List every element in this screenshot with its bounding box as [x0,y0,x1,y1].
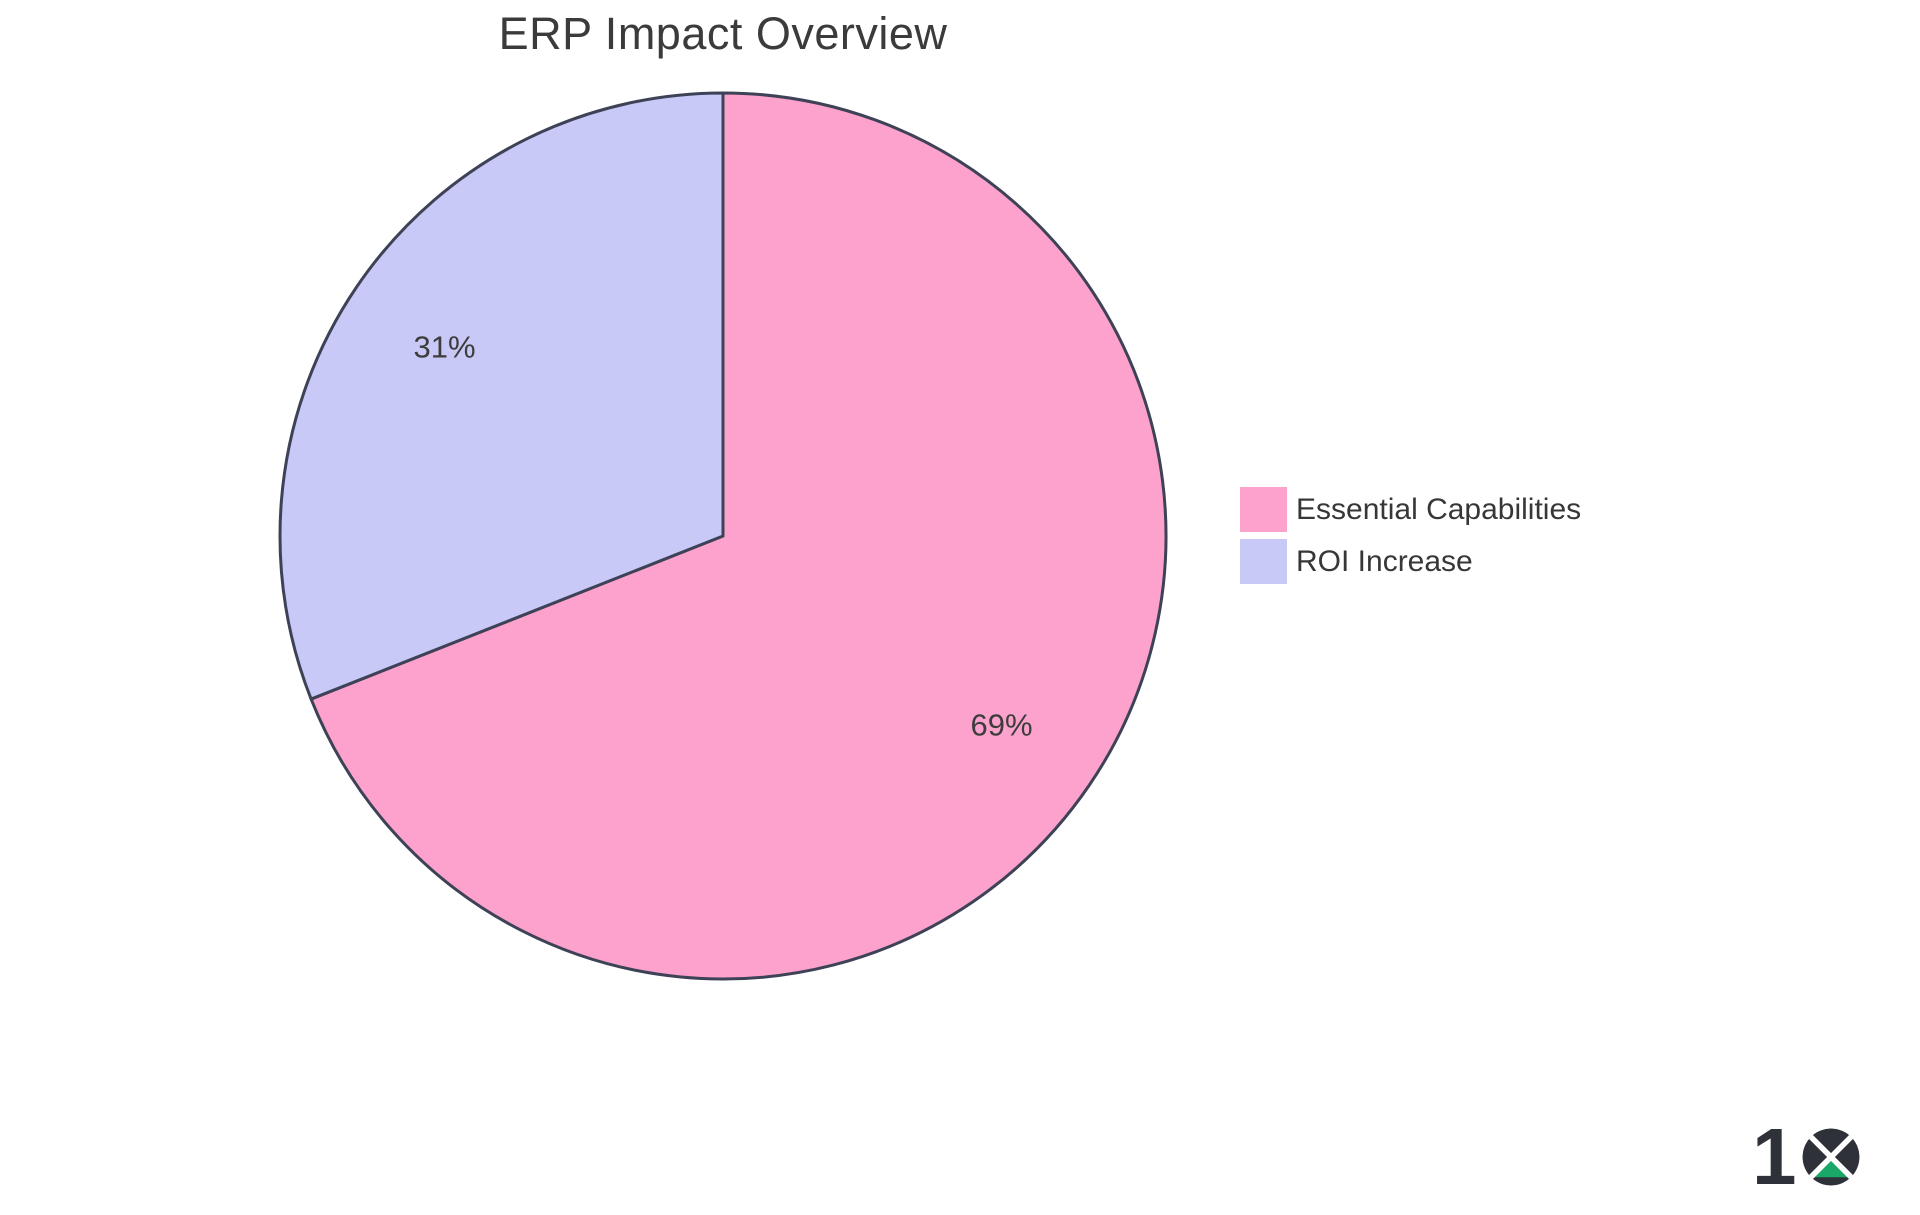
legend-item-essential-capabilities[interactable]: Essential Capabilities [1240,487,1581,532]
chart-title: ERP Impact Overview [498,8,948,59]
legend-item-roi-increase[interactable]: ROI Increase [1240,539,1581,584]
pie-slice-1[interactable] [278,91,725,701]
brand-logo: 1 [1752,1112,1862,1201]
legend: Essential Capabilities ROI Increase [1240,487,1581,584]
legend-swatch-icon [1240,487,1287,532]
pie-slice-label-1: 31% [413,329,475,364]
logo-digit: 1 [1752,1112,1797,1201]
legend-item-label: Essential Capabilities [1296,492,1582,526]
legend-item-label: ROI Increase [1296,544,1473,578]
pie-slice-0[interactable] [309,91,1168,981]
logo-mark-icon [1802,1128,1859,1186]
legend-swatch-icon [1240,539,1287,584]
pie-slice-label-0: 69% [970,708,1032,743]
